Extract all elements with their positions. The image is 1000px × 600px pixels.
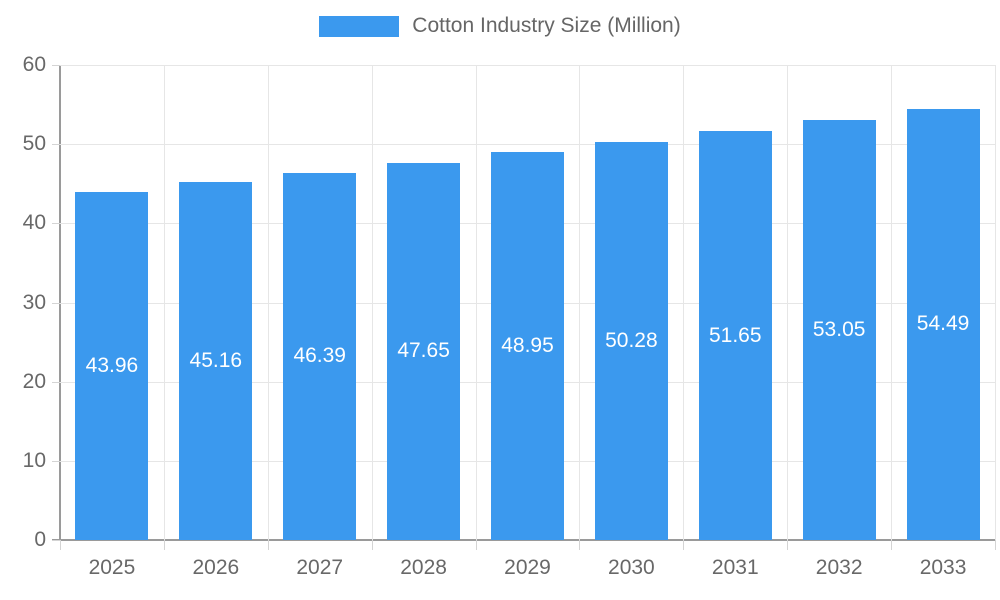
y-tick-label: 60 [22, 53, 46, 76]
x-axis-tick [267, 540, 269, 550]
x-tick-label: 2027 [296, 556, 344, 579]
bar-value-label: 46.39 [293, 344, 346, 368]
v-gridline [995, 65, 996, 540]
h-gridline [60, 65, 995, 66]
x-tick-label: 2032 [815, 556, 863, 579]
legend-label: Cotton Industry Size (Million) [412, 14, 681, 37]
x-axis-tick [995, 540, 996, 550]
y-tick-label: 0 [34, 528, 46, 551]
bar-2030[interactable]: 50.28 [594, 141, 668, 540]
bar-2027[interactable]: 46.39 [283, 172, 357, 540]
x-tick-label: 2025 [88, 556, 136, 579]
bar-2025[interactable]: 43.96 [75, 191, 149, 540]
bar-2029[interactable]: 48.95 [491, 152, 564, 540]
x-tick-label: 2026 [192, 556, 240, 579]
legend-swatch [319, 15, 400, 37]
y-tick-label: 10 [22, 448, 46, 472]
bar-value-label: 47.65 [397, 339, 450, 363]
bar-2028[interactable]: 47.65 [387, 162, 461, 540]
x-axis-line [52, 539, 995, 541]
x-tick-label: 2028 [400, 556, 447, 579]
y-axis-tick [52, 460, 60, 462]
v-gridline [371, 65, 373, 540]
v-gridline [163, 65, 165, 540]
bar-value-label: 51.65 [708, 323, 762, 347]
x-axis-tick [891, 540, 893, 550]
y-axis-tick [52, 144, 60, 146]
bar-value-label: 48.95 [501, 334, 554, 358]
x-axis-tick [60, 540, 61, 550]
y-tick-label: 20 [22, 369, 46, 393]
x-axis-tick [787, 540, 789, 550]
h-gridline [60, 144, 995, 146]
y-axis-tick [52, 302, 60, 304]
y-tick-label: 50 [22, 132, 46, 156]
y-tick-label: 40 [22, 211, 46, 235]
x-tick-label: 2030 [608, 556, 655, 579]
legend[interactable]: Cotton Industry Size (Million) [0, 14, 1000, 38]
plot-area: 0 10 20 30 40 50 60 43.96 2025 45.16 2026 46.39 2027… [23, 53, 996, 579]
v-gridline [683, 65, 685, 540]
x-axis-tick [475, 540, 477, 550]
bar-2032[interactable]: 53.05 [802, 120, 876, 540]
bar-value-label: 43.96 [85, 353, 139, 377]
bar-value-label: 50.28 [605, 328, 658, 352]
x-tick-label: 2029 [504, 556, 551, 579]
v-gridline [787, 65, 789, 540]
y-axis-tick [52, 223, 60, 225]
y-axis-tick [52, 65, 60, 66]
bar-value-label: 45.16 [189, 349, 243, 373]
v-gridline [475, 65, 477, 540]
y-tick-label: 30 [22, 290, 46, 314]
v-gridline [579, 65, 581, 540]
bar-value-label: 54.49 [916, 312, 970, 336]
bar-2026[interactable]: 45.16 [179, 182, 253, 540]
x-tick-label: 2031 [711, 556, 759, 579]
y-axis-tick [52, 540, 60, 541]
bar-value-label: 53.05 [812, 318, 866, 342]
x-axis-tick [683, 540, 685, 550]
v-gridline [891, 65, 893, 540]
v-gridline [267, 65, 269, 540]
y-axis-tick [52, 381, 60, 383]
x-axis-tick [163, 540, 165, 550]
x-tick-label: 2033 [919, 556, 967, 579]
x-axis-tick [579, 540, 581, 550]
x-axis-tick [371, 540, 373, 550]
bar-2033[interactable]: 54.49 [906, 108, 980, 540]
bar-2031[interactable]: 51.65 [698, 131, 772, 540]
